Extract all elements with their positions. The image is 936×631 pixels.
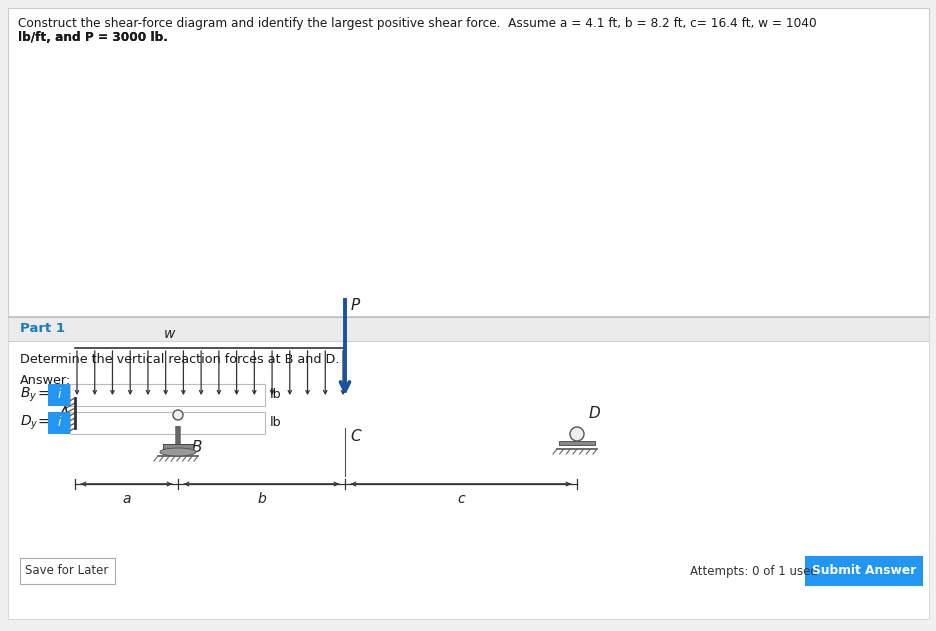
Bar (70, 412, 265, 434)
Text: b: b (256, 492, 266, 506)
Text: P: P (351, 298, 359, 313)
Text: =: = (38, 416, 50, 430)
Bar (8, 341, 928, 619)
Text: lb: lb (270, 389, 282, 401)
Ellipse shape (160, 448, 196, 456)
Bar (48, 384, 70, 406)
Bar (8, 317, 928, 341)
Text: lb: lb (270, 416, 282, 430)
FancyBboxPatch shape (20, 558, 115, 584)
Text: lb/ft, and P = 3000 lb.: lb/ft, and P = 3000 lb. (18, 31, 168, 44)
Text: Construct the shear-force diagram and identify the largest positive shear force.: Construct the shear-force diagram and id… (18, 17, 816, 30)
Text: $\mathit{B}_y$: $\mathit{B}_y$ (20, 386, 37, 404)
Bar (559, 441, 594, 445)
Text: =: = (38, 388, 50, 402)
Text: B: B (192, 440, 202, 455)
FancyBboxPatch shape (804, 556, 922, 586)
Text: w: w (164, 327, 175, 341)
Text: Answer:: Answer: (20, 374, 71, 387)
Text: i: i (57, 416, 61, 430)
Text: a: a (122, 492, 131, 506)
Bar (75, 423, 577, 426)
Text: Save for Later: Save for Later (25, 565, 109, 577)
Text: Determine the vertical reaction forces at B and D.: Determine the vertical reaction forces a… (20, 353, 339, 366)
Text: i: i (57, 389, 61, 401)
Text: lb/ft, and P = 3000 lb.: lb/ft, and P = 3000 lb. (18, 31, 168, 44)
Text: Submit Answer: Submit Answer (811, 565, 915, 577)
Text: c: c (457, 492, 464, 506)
Text: Attempts: 0 of 1 used: Attempts: 0 of 1 used (689, 565, 817, 577)
Bar (163, 444, 193, 449)
Circle shape (173, 410, 183, 420)
Bar (70, 384, 265, 406)
Text: Part 1: Part 1 (20, 322, 65, 336)
Text: A: A (59, 406, 69, 420)
Bar (8, 8, 928, 316)
Text: D: D (589, 406, 600, 420)
Bar (75, 400, 577, 426)
Bar (48, 412, 70, 434)
Text: $\mathit{D}_y$: $\mathit{D}_y$ (20, 414, 38, 432)
Circle shape (569, 427, 583, 441)
Bar (75, 400, 577, 405)
Text: C: C (350, 429, 360, 444)
